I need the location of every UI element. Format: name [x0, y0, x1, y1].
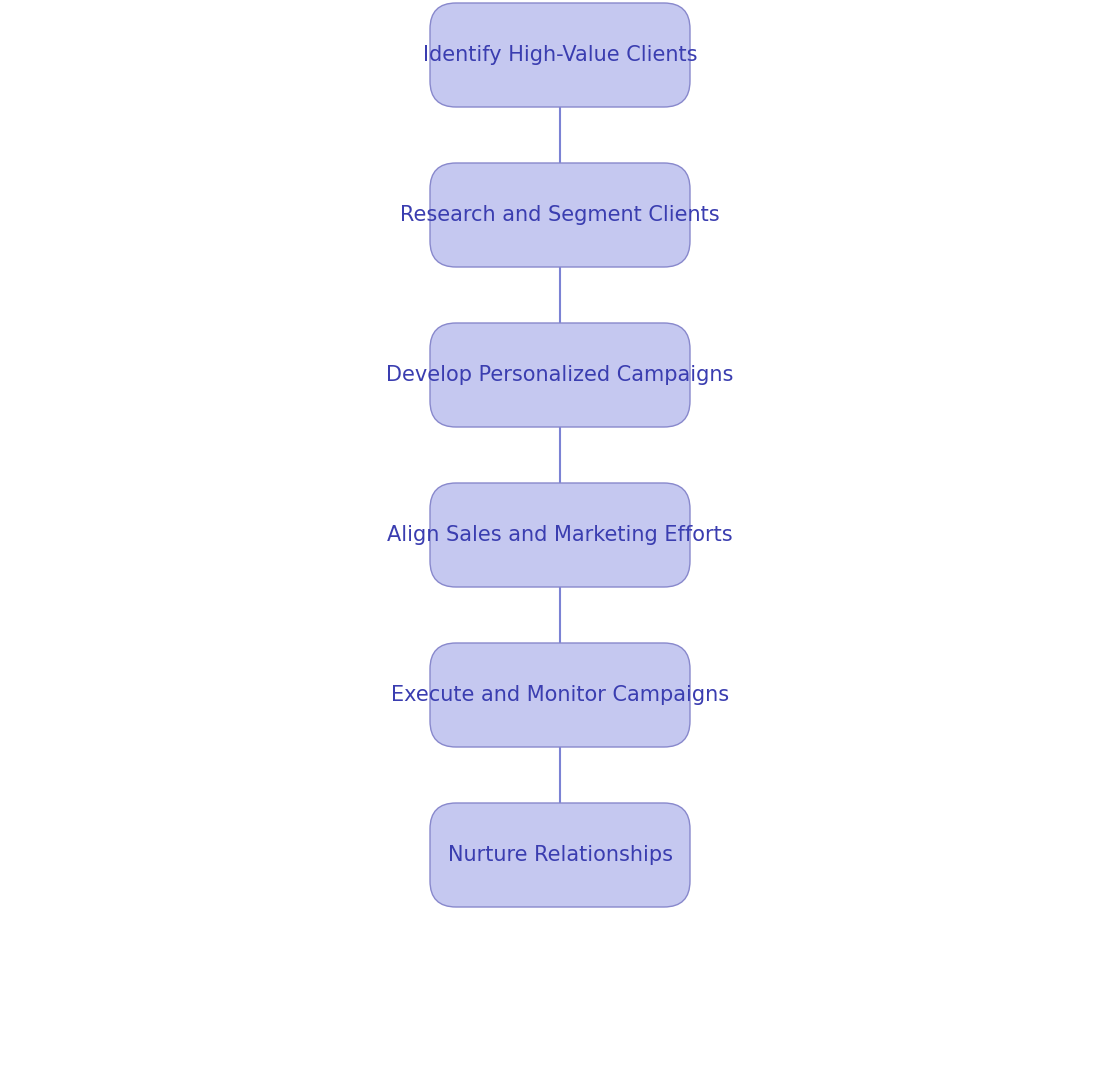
FancyBboxPatch shape	[430, 643, 690, 747]
FancyBboxPatch shape	[430, 323, 690, 427]
Text: Research and Segment Clients: Research and Segment Clients	[400, 205, 720, 225]
Text: Execute and Monitor Campaigns: Execute and Monitor Campaigns	[391, 686, 729, 705]
Text: Nurture Relationships: Nurture Relationships	[448, 845, 672, 865]
FancyBboxPatch shape	[430, 483, 690, 587]
Text: Align Sales and Marketing Efforts: Align Sales and Marketing Efforts	[388, 525, 732, 545]
Text: Identify High-Value Clients: Identify High-Value Clients	[422, 45, 698, 65]
Text: Develop Personalized Campaigns: Develop Personalized Campaigns	[386, 365, 734, 384]
FancyBboxPatch shape	[430, 164, 690, 268]
FancyBboxPatch shape	[430, 3, 690, 107]
FancyBboxPatch shape	[430, 803, 690, 906]
